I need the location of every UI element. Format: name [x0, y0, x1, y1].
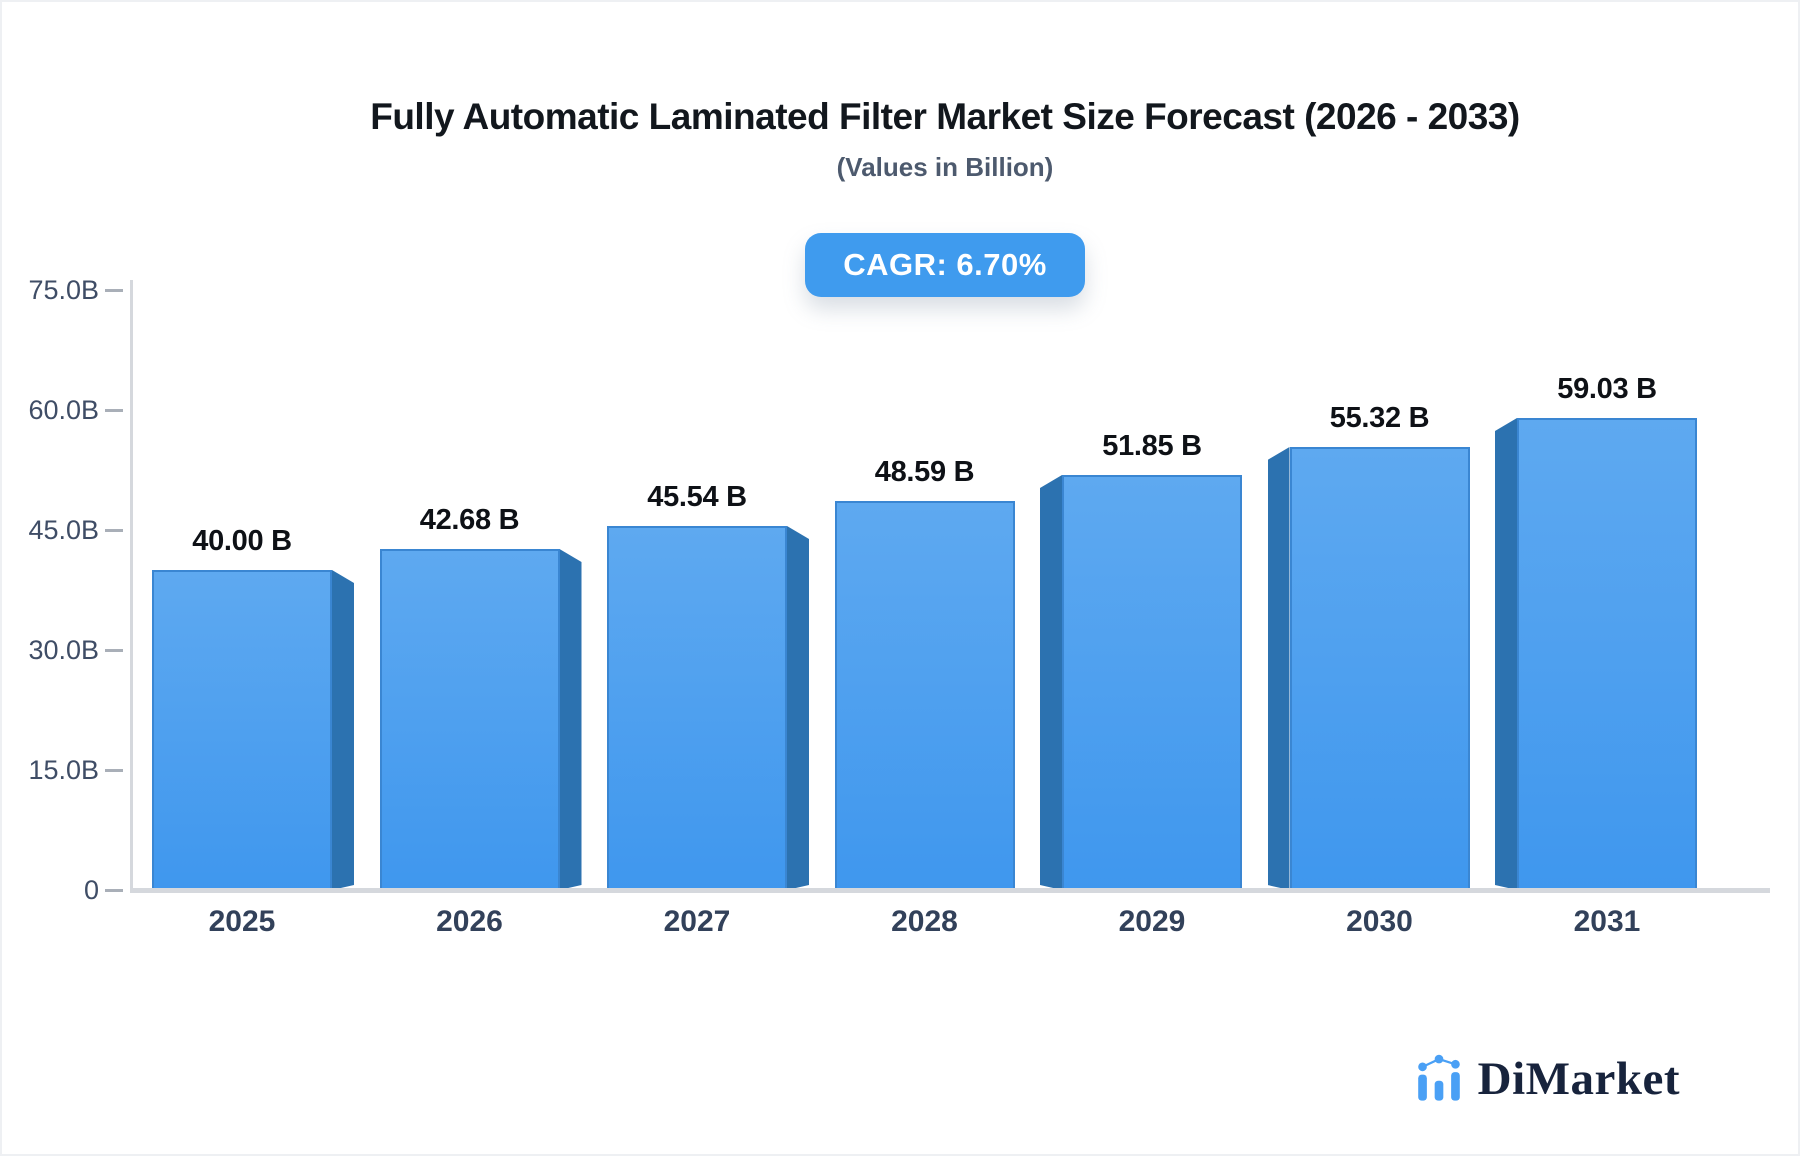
dimarket-bar-chart-icon: [1413, 1053, 1465, 1105]
bar-side-face: [332, 570, 354, 890]
bar-value-label: 59.03 B: [1557, 373, 1657, 405]
bar: [607, 526, 787, 890]
y-axis-label: 75.0B: [28, 275, 99, 305]
chart-subtitle: (Values in Billion): [836, 152, 1054, 182]
bar: [1062, 475, 1242, 890]
bar-side-face: [1495, 418, 1517, 890]
y-axis-tick: [105, 409, 123, 412]
bar: [152, 570, 332, 890]
x-axis-label: 2031: [1573, 905, 1641, 938]
x-axis-label: 2026: [436, 905, 503, 938]
x-axis-label: 2027: [663, 905, 731, 938]
y-axis-label: 15.0B: [28, 755, 99, 785]
x-axis-label: 2029: [1118, 905, 1186, 938]
brand-logo: DiMarket: [1413, 1052, 1680, 1106]
bar-value-label: 55.32 B: [1329, 402, 1430, 434]
bar: [1289, 447, 1470, 890]
cagr-badge: CAGR: 6.70%: [805, 233, 1085, 297]
y-axis-line: [130, 280, 133, 893]
y-axis-tick: [105, 529, 123, 532]
chart-title: Fully Automatic Laminated Filter Market …: [370, 96, 1520, 137]
bar-value-label: 48.59 B: [874, 456, 975, 488]
bar-side-face: [787, 526, 809, 890]
y-axis-tick: [105, 289, 123, 292]
bar-side-face: [1040, 475, 1062, 890]
bar-side-face: [1268, 447, 1290, 890]
y-axis-label: 60.0B: [28, 395, 99, 425]
bar: [379, 549, 560, 890]
bar: [1517, 418, 1697, 890]
bar-side-face: [560, 549, 582, 890]
y-axis-label: 45.0B: [28, 515, 99, 545]
brand-name: DiMarket: [1477, 1053, 1680, 1105]
x-axis-label: 2025: [208, 905, 276, 938]
chart-header: Fully Automatic Laminated Filter Market …: [132, 2, 1758, 297]
x-axis-baseline: [130, 888, 1770, 893]
bar: [834, 501, 1015, 890]
y-axis-label: 0: [83, 875, 99, 905]
bar-value-label: 40.00 B: [192, 525, 292, 557]
bar-value-label: 51.85 B: [1102, 430, 1202, 462]
bar-value-label: 45.54 B: [647, 481, 747, 513]
y-axis-tick: [105, 649, 123, 652]
y-axis-tick: [105, 889, 123, 892]
y-axis-tick: [105, 769, 123, 772]
x-axis-label: 2030: [1346, 905, 1413, 938]
bar-value-label: 42.68 B: [419, 504, 520, 536]
x-axis-label: 2028: [891, 905, 958, 938]
y-axis-label: 30.0B: [28, 635, 99, 665]
